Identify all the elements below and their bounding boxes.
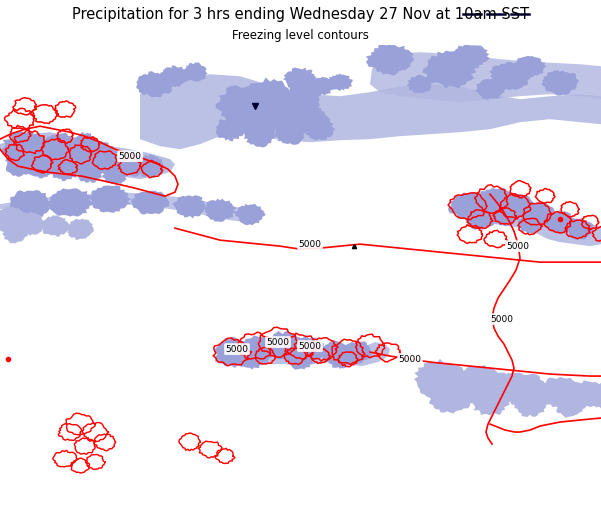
Polygon shape [66,218,94,240]
Polygon shape [88,186,132,213]
Text: 5000: 5000 [299,342,322,351]
Polygon shape [290,106,330,134]
Polygon shape [471,389,510,415]
Text: 5000: 5000 [490,315,513,324]
Polygon shape [514,56,546,77]
Polygon shape [283,67,317,91]
Text: 5000: 5000 [299,240,322,249]
Polygon shape [215,339,390,366]
Polygon shape [102,163,128,185]
Polygon shape [172,195,206,218]
Polygon shape [542,70,579,96]
Polygon shape [571,380,601,408]
Polygon shape [230,104,270,135]
Polygon shape [75,162,104,183]
Polygon shape [423,50,476,89]
Polygon shape [60,142,100,171]
Polygon shape [235,204,266,225]
Polygon shape [88,141,111,157]
Polygon shape [2,224,28,244]
Polygon shape [513,391,546,417]
Text: 5000: 5000 [225,344,248,354]
Polygon shape [366,43,415,76]
Polygon shape [0,132,175,179]
Polygon shape [545,210,575,233]
Polygon shape [493,373,547,406]
Polygon shape [73,132,99,152]
Polygon shape [14,212,46,236]
Polygon shape [536,377,583,408]
Polygon shape [343,341,373,364]
Polygon shape [492,206,519,226]
Polygon shape [9,190,50,219]
Polygon shape [236,348,263,370]
Polygon shape [24,153,57,178]
Polygon shape [465,208,495,230]
Polygon shape [429,384,470,413]
Polygon shape [305,77,335,96]
Polygon shape [244,122,275,148]
Polygon shape [285,348,314,370]
Polygon shape [47,188,94,217]
Polygon shape [477,188,514,217]
Polygon shape [450,189,601,246]
Polygon shape [204,198,237,222]
Text: 5000: 5000 [398,355,421,363]
Polygon shape [448,193,492,221]
Polygon shape [449,365,510,403]
Polygon shape [49,157,81,181]
Text: Precipitation for 3 hrs ending Wednesday 27 Nov at 10am SST: Precipitation for 3 hrs ending Wednesday… [72,7,529,22]
Polygon shape [0,207,29,232]
Polygon shape [475,79,505,100]
Polygon shape [136,154,165,178]
Polygon shape [451,44,490,69]
Polygon shape [215,117,245,141]
Polygon shape [320,340,350,364]
Polygon shape [140,74,601,149]
Polygon shape [258,98,302,132]
Polygon shape [160,65,190,87]
Polygon shape [517,214,543,234]
Polygon shape [182,63,208,82]
Polygon shape [329,349,353,369]
Polygon shape [278,85,320,120]
Polygon shape [88,144,123,174]
Polygon shape [2,131,48,169]
Polygon shape [132,191,169,215]
Text: Freezing level contours: Freezing level contours [232,29,369,42]
Polygon shape [305,118,335,140]
Polygon shape [273,119,307,145]
Polygon shape [523,202,555,227]
Polygon shape [244,78,296,119]
Polygon shape [566,218,594,240]
Polygon shape [585,383,601,409]
Polygon shape [502,193,534,219]
Polygon shape [114,152,146,177]
Polygon shape [414,359,466,398]
Polygon shape [5,151,34,177]
Polygon shape [327,74,353,91]
Polygon shape [370,52,601,102]
Polygon shape [555,394,585,418]
Polygon shape [489,62,531,90]
Polygon shape [33,136,78,169]
Polygon shape [241,336,279,364]
Polygon shape [407,75,433,93]
Polygon shape [44,133,75,156]
Polygon shape [0,192,265,222]
Text: 5000: 5000 [507,242,529,251]
Polygon shape [40,215,70,237]
Polygon shape [292,337,326,363]
Text: 5000: 5000 [118,152,141,161]
Polygon shape [216,85,264,123]
Polygon shape [214,337,256,368]
Polygon shape [136,71,172,97]
Polygon shape [265,331,304,361]
Text: 5000: 5000 [266,338,290,346]
